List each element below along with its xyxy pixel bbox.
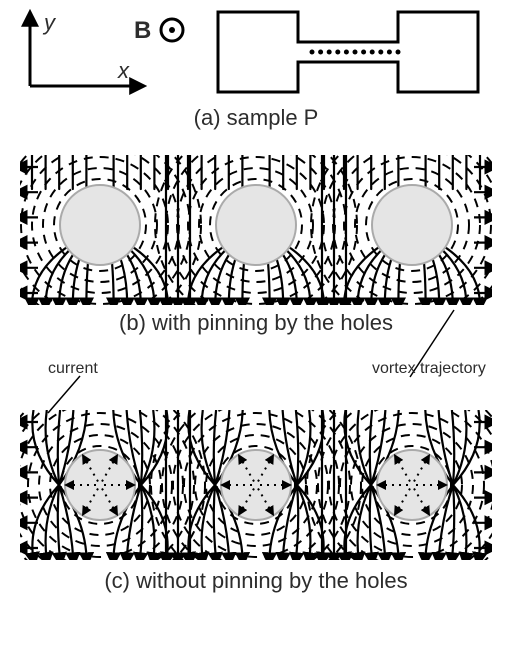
label-current: current [48, 360, 98, 378]
svg-text:B: B [134, 17, 151, 44]
svg-text:y: y [42, 10, 57, 35]
caption-b: (b) with pinning by the holes [0, 310, 512, 336]
label-vortex-trajectory: vortex trajectory [372, 360, 486, 378]
caption-c: (c) without pinning by the holes [0, 568, 512, 594]
panel-b [0, 124, 512, 326]
panel-c [0, 380, 512, 590]
panel-a: y xB [30, 10, 478, 92]
svg-text:x: x [117, 58, 130, 83]
caption-a: (a) sample P [0, 105, 512, 131]
